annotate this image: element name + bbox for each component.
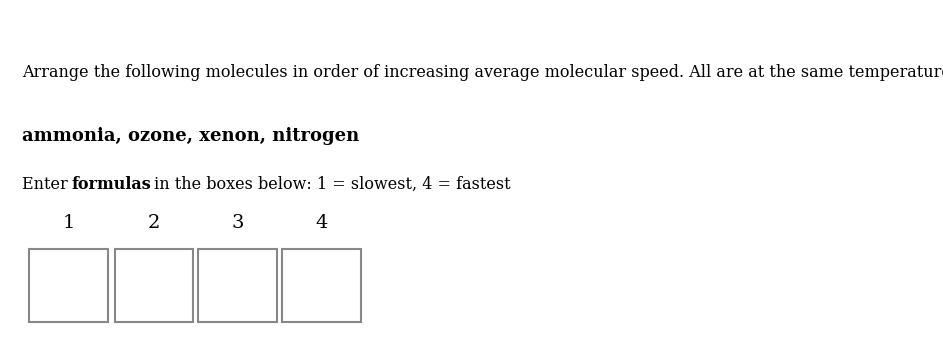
Text: 1: 1 [62, 214, 74, 232]
Text: ammonia, ozone, xenon, nitrogen: ammonia, ozone, xenon, nitrogen [22, 126, 359, 144]
FancyBboxPatch shape [198, 249, 276, 322]
FancyBboxPatch shape [29, 249, 108, 322]
Text: Arrange the following molecules in order of increasing average molecular speed. : Arrange the following molecules in order… [22, 64, 943, 81]
Text: 3: 3 [231, 214, 243, 232]
FancyBboxPatch shape [282, 249, 361, 322]
Text: 2: 2 [148, 214, 160, 232]
Text: Enter: Enter [22, 176, 73, 193]
FancyBboxPatch shape [115, 249, 193, 322]
Text: formulas: formulas [72, 176, 152, 193]
Text: 4: 4 [315, 214, 328, 232]
Text: in the boxes below: 1 = slowest, 4 = fastest: in the boxes below: 1 = slowest, 4 = fas… [150, 176, 511, 193]
